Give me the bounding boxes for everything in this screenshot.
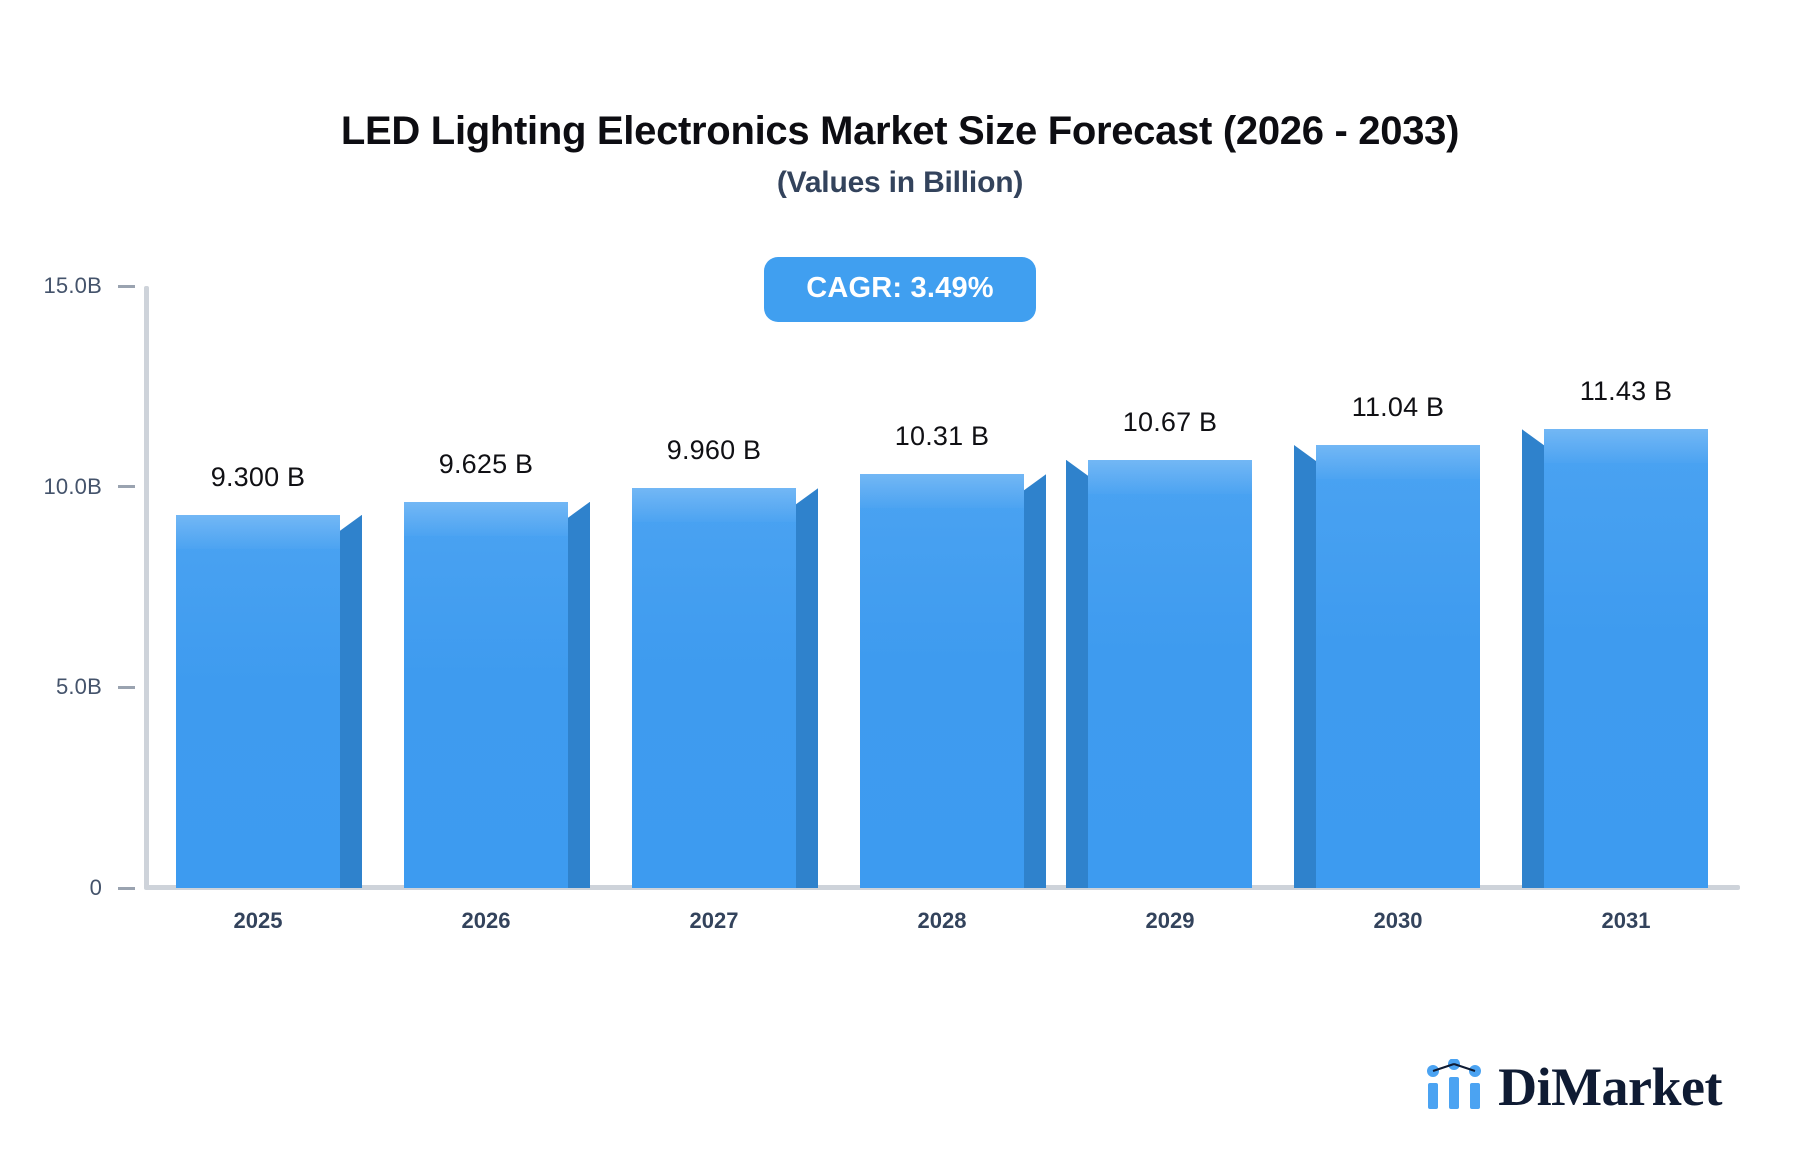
bar-2028[interactable]: 10.31 B [860,421,1046,888]
y-axis-tick-mark [118,485,135,489]
page-title: LED Lighting Electronics Market Size For… [340,109,1460,153]
x-axis-tick-label: 2031 [1601,908,1651,933]
x-axis-tick-label: 2030 [1373,908,1423,933]
bar-front-face [632,488,796,888]
title-block: LED Lighting Electronics Market Size For… [0,108,1800,200]
bar-top-highlight [632,488,796,523]
bar-front-face [1316,444,1480,888]
bar-front-face [1544,429,1708,888]
x-axis-tick-label: 2029 [1145,908,1195,933]
y-axis-tick-label: 15.0B [43,273,102,298]
bar-2027[interactable]: 9.960 B [632,435,818,888]
cagr-badge-wrap: CAGR: 3.49% [0,257,1800,322]
dimarket-logo: DiMarket [1426,1056,1722,1118]
y-axis-tick: 10.0B [44,474,145,500]
x-axis-tick-label: 2025 [233,908,283,933]
logo-text: DiMarket [1498,1057,1722,1117]
bar-top-highlight [1316,444,1480,479]
y-axis-tick-label: 10.0B [43,473,102,499]
bar-body [1066,459,1252,888]
bar-side-face [340,514,362,888]
bar-value-label: 11.04 B [1351,391,1445,422]
plot-area: 0 5.0B 10.0B 15.0B 9.300 B 9.625 B 9.960 B 10.… [44,273,1740,933]
bar-value-label: 10.31 B [894,421,990,452]
x-axis-tick-label: 2027 [689,908,739,933]
bar-top-highlight [1088,459,1252,494]
bar-2026[interactable]: 9.625 B [404,449,590,888]
bars-layer: 9.300 B 9.625 B 9.960 B 10.31 B 10.67 B 11.04… [144,286,1740,888]
bar-top-highlight [404,501,568,536]
bar-side-face [1294,444,1316,888]
bar-value-label: 9.300 B [210,461,306,492]
y-axis-tick-mark [118,284,135,288]
bar-value-label: 10.67 B [1122,406,1218,437]
bar-side-face [1522,429,1544,888]
bar-body [860,474,1046,888]
y-axis-tick-mark [118,685,135,689]
cagr-badge: CAGR: 3.49% [764,257,1036,322]
bar-front-face [176,514,340,888]
bar-body [632,488,818,888]
bar-front-face [1088,459,1252,888]
y-axis-tick: 5.0B [56,674,144,700]
bar-side-face [796,488,818,888]
y-axis-tick: 0 [90,875,144,901]
bar-chart-icon [1426,1057,1484,1116]
bar-2031[interactable]: 11.43 B [1522,376,1708,888]
bar-value-label: 11.43 B [1579,376,1673,407]
bar-side-face [1024,474,1046,888]
bar-value-label: 9.625 B [438,448,534,479]
y-axis-line [144,286,149,888]
y-axis-tick-label: 0 [89,875,102,900]
bar-top-highlight [860,474,1024,509]
bar-value-label: 9.960 B [666,435,762,466]
chart-subtitle: (Values in Billion) [776,166,1024,199]
bar-top-highlight [176,514,340,549]
x-axis-tick-label: 2028 [917,908,967,933]
x-axis-tick-label: 2026 [461,908,511,933]
y-axis-tick-mark [118,886,135,890]
bar-front-face [860,474,1024,888]
bar-body [1522,429,1708,888]
bar-body [1294,444,1480,888]
bar-2030[interactable]: 11.04 B [1294,392,1480,888]
bar-side-face [568,501,590,888]
bar-2025[interactable]: 9.300 B [176,462,362,888]
bar-body [176,514,362,888]
bar-2029[interactable]: 10.67 B [1066,407,1252,888]
bar-side-face [1066,459,1088,888]
bar-top-highlight [1544,429,1708,464]
y-axis-tick: 15.0B [44,273,145,299]
bar-body [404,501,590,888]
bar-front-face [404,501,568,888]
y-axis-tick-label: 5.0B [55,674,102,700]
